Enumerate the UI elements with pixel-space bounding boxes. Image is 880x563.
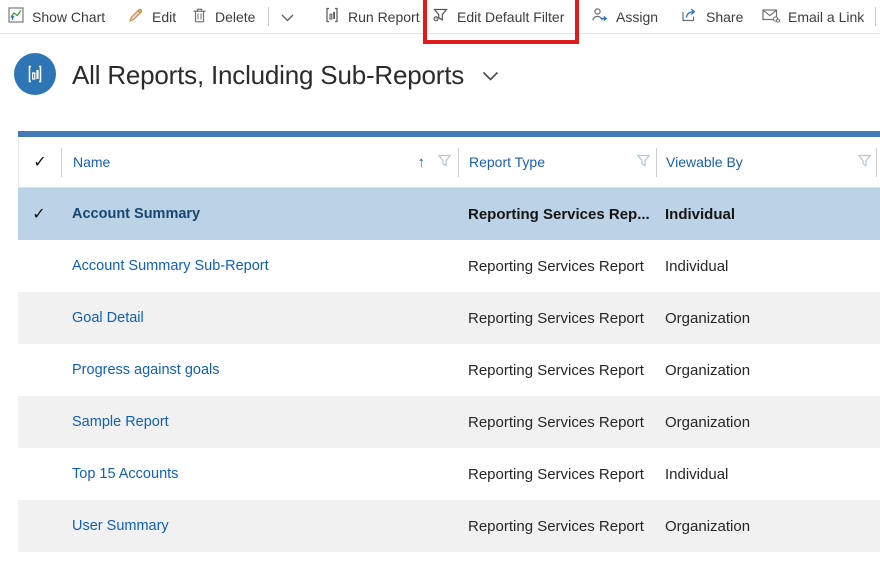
trash-icon (192, 7, 207, 26)
column-separator (458, 148, 459, 177)
run-report-icon (324, 7, 340, 26)
viewable-by-cell: Organization (665, 309, 751, 327)
toolbar-divider (268, 7, 269, 26)
filter-settings-icon (432, 7, 449, 26)
report-type-cell: Reporting Services Report (468, 517, 644, 535)
table-row[interactable]: User Summary Reporting Services Report O… (18, 500, 880, 552)
table-row[interactable]: ✓ Account Summary Reporting Services Rep… (18, 188, 880, 240)
report-name-link[interactable]: Progress against goals (72, 362, 220, 378)
select-all-check-glyph[interactable]: ✓ (33, 154, 47, 171)
report-name-link[interactable]: Top 15 Accounts (72, 466, 179, 482)
viewable-by-cell: Individual (665, 205, 736, 223)
filter-icon[interactable] (636, 153, 651, 171)
show-chart-button[interactable]: Show Chart (8, 0, 105, 33)
column-separator (876, 148, 877, 177)
show-chart-label: Show Chart (32, 8, 106, 25)
table-row[interactable]: Top 15 Accounts Reporting Services Repor… (18, 448, 880, 500)
report-name-link[interactable]: Sample Report (72, 414, 169, 430)
email-a-link-button[interactable]: Email a Link (762, 0, 864, 33)
report-type-cell: Reporting Services Report (468, 465, 644, 483)
report-type-cell: Reporting Services Rep... (468, 205, 650, 223)
row-selected-check[interactable]: ✓ (32, 206, 46, 223)
table-row[interactable]: Sample Report Reporting Services Report … (18, 396, 880, 448)
assign-button[interactable]: Assign (591, 0, 658, 33)
edit-label: Edit (152, 8, 177, 25)
report-name-link[interactable]: Goal Detail (72, 310, 144, 326)
column-header-report-type-label: Report Type (469, 154, 546, 170)
table-row[interactable]: Progress against goals Reporting Service… (18, 344, 880, 396)
reports-grid: ✓ Name ↑ Report Type Viewable By ✓ Accou… (18, 131, 880, 552)
edit-default-filter-label: Edit Default Filter (457, 8, 565, 25)
share-icon (681, 7, 698, 26)
page-title: All Reports, Including Sub-Reports (72, 59, 465, 90)
filter-icon[interactable] (437, 153, 452, 171)
view-selector-chevron-icon[interactable] (482, 69, 499, 87)
report-entity-icon (14, 53, 56, 95)
column-separator (61, 148, 62, 177)
share-button[interactable]: Share (681, 0, 743, 33)
column-separator (656, 148, 657, 177)
grid-top-accent-bar (18, 131, 880, 137)
email-a-link-label: Email a Link (788, 8, 865, 25)
edit-pencil-icon (128, 7, 144, 26)
table-row[interactable]: Goal Detail Reporting Services Report Or… (18, 292, 880, 344)
chevron-down-icon (281, 9, 294, 25)
report-name-link[interactable]: Account Summary (72, 206, 201, 222)
command-bar: Show Chart Edit Delete Run Report Edit D… (0, 0, 880, 34)
run-report-label: Run Report (348, 8, 420, 25)
sort-ascending-icon[interactable]: ↑ (417, 153, 426, 171)
column-header-viewable-by-label: Viewable By (666, 154, 743, 170)
edit-button[interactable]: Edit (128, 0, 176, 33)
report-type-cell: Reporting Services Report (468, 309, 644, 327)
select-all-checkbox[interactable]: ✓ (19, 137, 61, 187)
edit-default-filter-button[interactable]: Edit Default Filter (432, 0, 564, 33)
table-row[interactable]: Account Summary Sub-Report Reporting Ser… (18, 240, 880, 292)
share-label: Share (706, 8, 744, 25)
view-header: All Reports, Including Sub-Reports (0, 35, 880, 131)
viewable-by-cell: Organization (665, 361, 751, 379)
column-header-name[interactable]: Name ↑ (61, 137, 458, 187)
report-type-cell: Reporting Services Report (468, 257, 644, 275)
delete-button[interactable]: Delete (192, 0, 255, 33)
delete-label: Delete (215, 8, 256, 25)
toolbar-divider (875, 7, 876, 26)
report-type-cell: Reporting Services Report (468, 361, 644, 379)
viewable-by-cell: Individual (665, 465, 729, 483)
column-header-name-label: Name (73, 154, 111, 170)
assign-label: Assign (616, 8, 659, 25)
more-commands-button[interactable] (281, 0, 294, 33)
grid-header-row: ✓ Name ↑ Report Type Viewable By (18, 137, 880, 188)
column-header-report-type[interactable]: Report Type (458, 137, 656, 187)
viewable-by-cell: Individual (665, 257, 729, 275)
column-header-viewable-by[interactable]: Viewable By (656, 137, 876, 187)
show-chart-icon (8, 7, 24, 26)
filter-icon[interactable] (857, 153, 872, 171)
viewable-by-cell: Organization (665, 413, 751, 431)
viewable-by-cell: Organization (665, 517, 751, 535)
email-link-icon (762, 7, 781, 26)
assign-person-icon (591, 7, 608, 26)
run-report-button[interactable]: Run Report (324, 0, 420, 33)
report-type-cell: Reporting Services Report (468, 413, 644, 431)
report-name-link[interactable]: Account Summary Sub-Report (72, 258, 269, 274)
report-name-link[interactable]: User Summary (72, 518, 169, 534)
